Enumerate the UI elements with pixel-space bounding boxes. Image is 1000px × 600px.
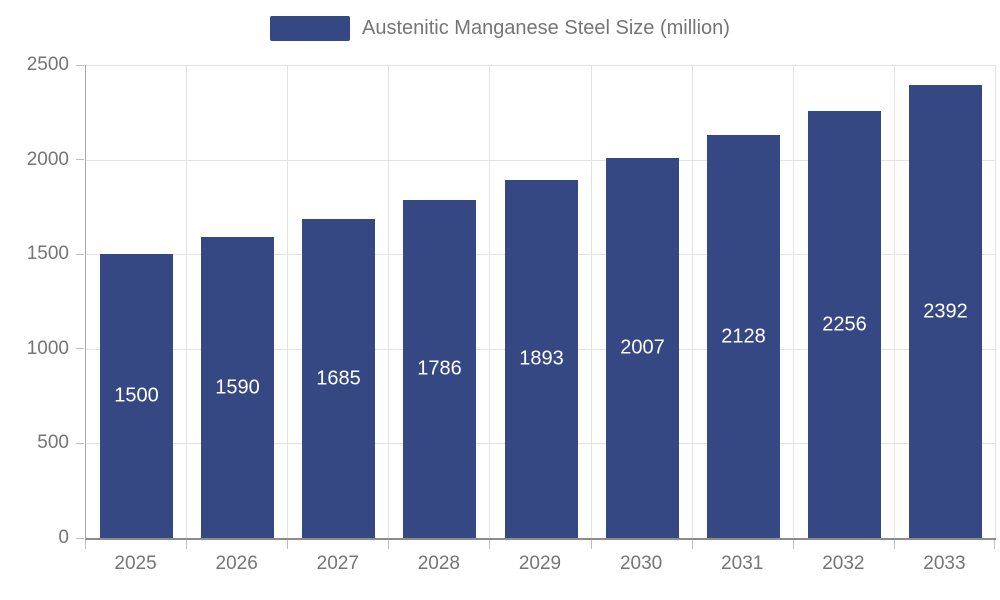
bar-value-label: 1786 bbox=[417, 357, 462, 380]
bar: 1590 bbox=[201, 237, 274, 538]
bar-value-label: 2007 bbox=[620, 336, 665, 359]
gridline-vertical bbox=[995, 65, 996, 538]
bar-value-label: 1590 bbox=[215, 376, 260, 398]
y-tick-mark bbox=[76, 442, 84, 444]
gridline-vertical bbox=[590, 65, 592, 538]
x-tick-mark bbox=[893, 540, 895, 549]
bar: 1500 bbox=[100, 254, 173, 538]
x-tick-mark bbox=[590, 540, 592, 549]
bar: 1786 bbox=[403, 200, 476, 538]
x-tick-label: 2025 bbox=[114, 553, 157, 574]
x-tick-mark bbox=[287, 540, 289, 549]
x-axis: 2025 2026 2027 2028 2029 2030 2031 2032 2033 bbox=[85, 540, 995, 600]
gridline-vertical bbox=[489, 65, 491, 538]
bar: 2128 bbox=[707, 135, 780, 538]
bar-value-label: 1500 bbox=[114, 384, 159, 407]
x-tick-mark bbox=[792, 540, 794, 549]
x-tick-label: 2027 bbox=[316, 553, 359, 574]
gridline-vertical bbox=[893, 65, 895, 538]
x-tick-mark bbox=[994, 540, 995, 549]
x-tick-mark bbox=[691, 540, 693, 549]
y-tick-mark bbox=[76, 537, 84, 539]
bar-value-label: 2392 bbox=[923, 300, 968, 322]
gridline-vertical bbox=[287, 65, 289, 538]
y-tick-label: 2000 bbox=[26, 148, 69, 170]
bar: 1893 bbox=[505, 180, 578, 538]
y-tick-mark bbox=[76, 64, 84, 66]
y-tick-label: 1500 bbox=[26, 243, 69, 265]
x-tick-label: 2030 bbox=[619, 553, 663, 574]
legend[interactable]: Austenitic Manganese Steel Size (million… bbox=[0, 16, 1000, 41]
bar-value-label: 2256 bbox=[822, 313, 867, 335]
plot-area: 1500 1590 1685 1786 1893 2007 2128 2256 2392 bbox=[85, 65, 996, 540]
gridline-vertical bbox=[792, 65, 794, 538]
gridline-vertical bbox=[388, 65, 390, 538]
gridline-horizontal bbox=[86, 65, 996, 66]
y-tick-label: 0 bbox=[58, 527, 69, 548]
bar-value-label: 1685 bbox=[316, 367, 361, 389]
bar: 2256 bbox=[808, 111, 881, 538]
x-tick-label: 2028 bbox=[417, 553, 461, 574]
y-tick-label: 1000 bbox=[26, 337, 69, 359]
bar: 2392 bbox=[909, 85, 982, 538]
bar-value-label: 2128 bbox=[721, 325, 766, 347]
x-tick-label: 2031 bbox=[721, 553, 764, 574]
x-tick-label: 2026 bbox=[215, 553, 258, 574]
x-tick-mark bbox=[489, 540, 491, 549]
y-tick-mark bbox=[76, 348, 84, 350]
bar: 2007 bbox=[606, 158, 679, 538]
gridline-vertical bbox=[691, 65, 693, 538]
legend-label[interactable]: Austenitic Manganese Steel Size (million… bbox=[362, 17, 730, 39]
x-tick-label: 2032 bbox=[822, 553, 865, 574]
x-tick-label: 2029 bbox=[518, 553, 562, 574]
gridline-vertical bbox=[186, 65, 188, 538]
bar: 1685 bbox=[302, 219, 375, 538]
x-tick-label: 2033 bbox=[923, 553, 966, 574]
y-tick-label: 2500 bbox=[26, 54, 69, 75]
y-axis: 0 500 1000 1500 2000 2500 bbox=[0, 54, 85, 548]
x-tick-mark bbox=[388, 540, 390, 549]
x-tick-mark bbox=[186, 540, 188, 549]
y-tick-mark bbox=[76, 159, 84, 161]
y-tick-label: 500 bbox=[37, 432, 69, 454]
y-tick-mark bbox=[76, 253, 84, 255]
gridline-horizontal bbox=[86, 159, 996, 161]
x-tick-mark bbox=[85, 540, 86, 549]
bar-value-label: 1893 bbox=[519, 347, 564, 370]
legend-swatch[interactable] bbox=[270, 16, 351, 41]
